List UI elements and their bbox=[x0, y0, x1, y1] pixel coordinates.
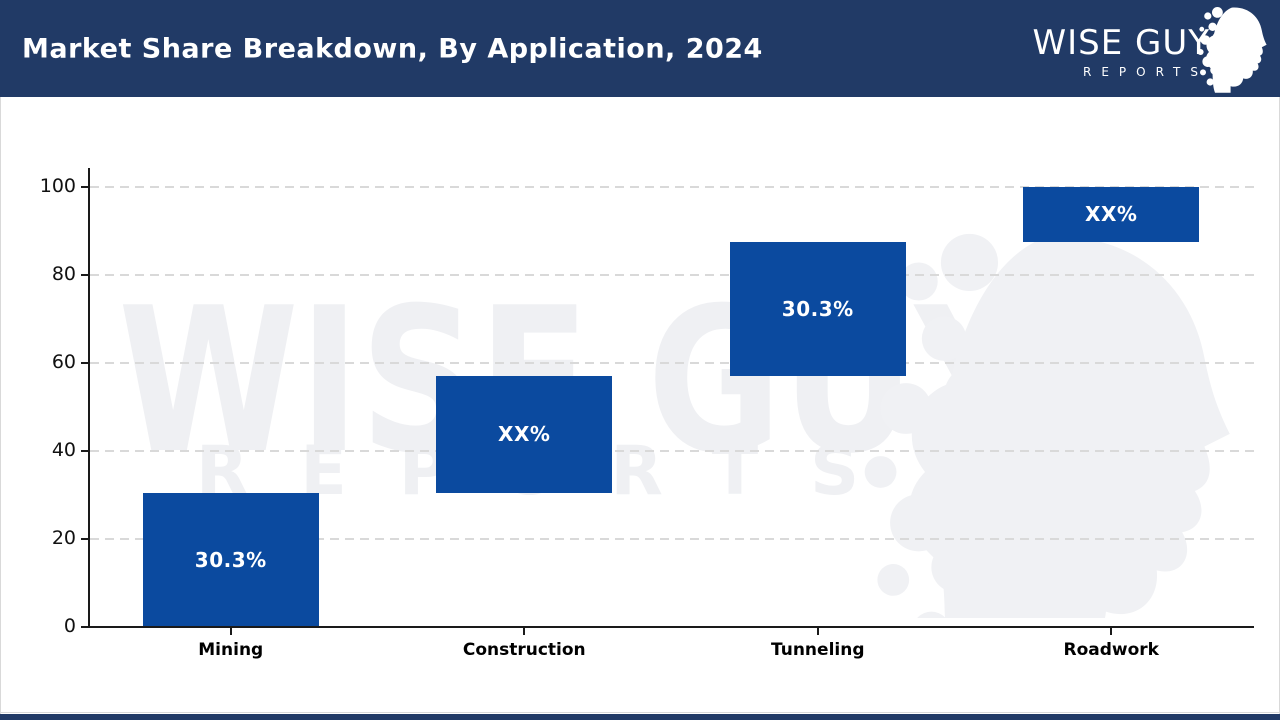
report-header: Market Share Breakdown, By Application, … bbox=[0, 0, 1280, 97]
x-axis-line bbox=[88, 626, 1254, 628]
x-tick-mark bbox=[816, 628, 819, 635]
watermark-head-icon bbox=[864, 233, 1230, 618]
y-tick-mark bbox=[81, 185, 88, 188]
x-tick-mark bbox=[523, 628, 526, 635]
gridline-100 bbox=[90, 185, 1254, 188]
bar-tunneling: 30.3% bbox=[729, 242, 906, 376]
y-tick-mark bbox=[81, 273, 88, 276]
y-tick-label: 60 bbox=[51, 350, 76, 373]
y-tick-label: 20 bbox=[51, 526, 76, 549]
x-category-label-mining: Mining bbox=[198, 640, 264, 660]
y-tick-mark bbox=[81, 361, 88, 364]
bottom-border-line bbox=[0, 712, 1280, 713]
y-tick-label: 0 bbox=[63, 614, 76, 637]
x-category-label-tunneling: Tunneling bbox=[771, 640, 865, 660]
y-tick-label: 40 bbox=[51, 438, 76, 461]
y-axis-line bbox=[88, 168, 90, 627]
x-category-label-roadwork: Roadwork bbox=[1063, 640, 1159, 660]
y-tick-label: 100 bbox=[39, 174, 76, 197]
logo-wordmark: WISE GUY REPORTS bbox=[1032, 23, 1210, 79]
logo-line2: REPORTS bbox=[1082, 64, 1208, 79]
y-tick-mark bbox=[81, 537, 88, 540]
bar-value-label: XX% bbox=[1085, 202, 1138, 227]
bar-value-label: 30.3% bbox=[194, 547, 267, 572]
x-tick-mark bbox=[1110, 628, 1113, 635]
page-title: Market Share Breakdown, By Application, … bbox=[22, 33, 763, 64]
bar-value-label: XX% bbox=[498, 422, 551, 447]
bar-value-label: 30.3% bbox=[781, 297, 854, 322]
bar-roadwork: XX% bbox=[1023, 186, 1200, 243]
y-tick-label: 80 bbox=[51, 262, 76, 285]
bar-construction: XX% bbox=[436, 375, 613, 494]
logo-head-icon bbox=[1197, 7, 1267, 93]
y-tick-mark bbox=[81, 625, 88, 628]
gridline-40 bbox=[90, 449, 1254, 452]
gridline-80 bbox=[90, 273, 1254, 276]
wiseguy-logo: WISE GUY REPORTS bbox=[1032, 4, 1270, 94]
footer-accent-bar bbox=[0, 714, 1280, 720]
x-tick-mark bbox=[229, 628, 232, 635]
x-category-label-construction: Construction bbox=[462, 640, 586, 660]
bar-mining: 30.3% bbox=[142, 493, 319, 627]
logo-line1: WISE GUY bbox=[1032, 23, 1210, 64]
gridline-20 bbox=[90, 537, 1254, 540]
gridline-60 bbox=[90, 361, 1254, 364]
y-tick-mark bbox=[81, 449, 88, 452]
